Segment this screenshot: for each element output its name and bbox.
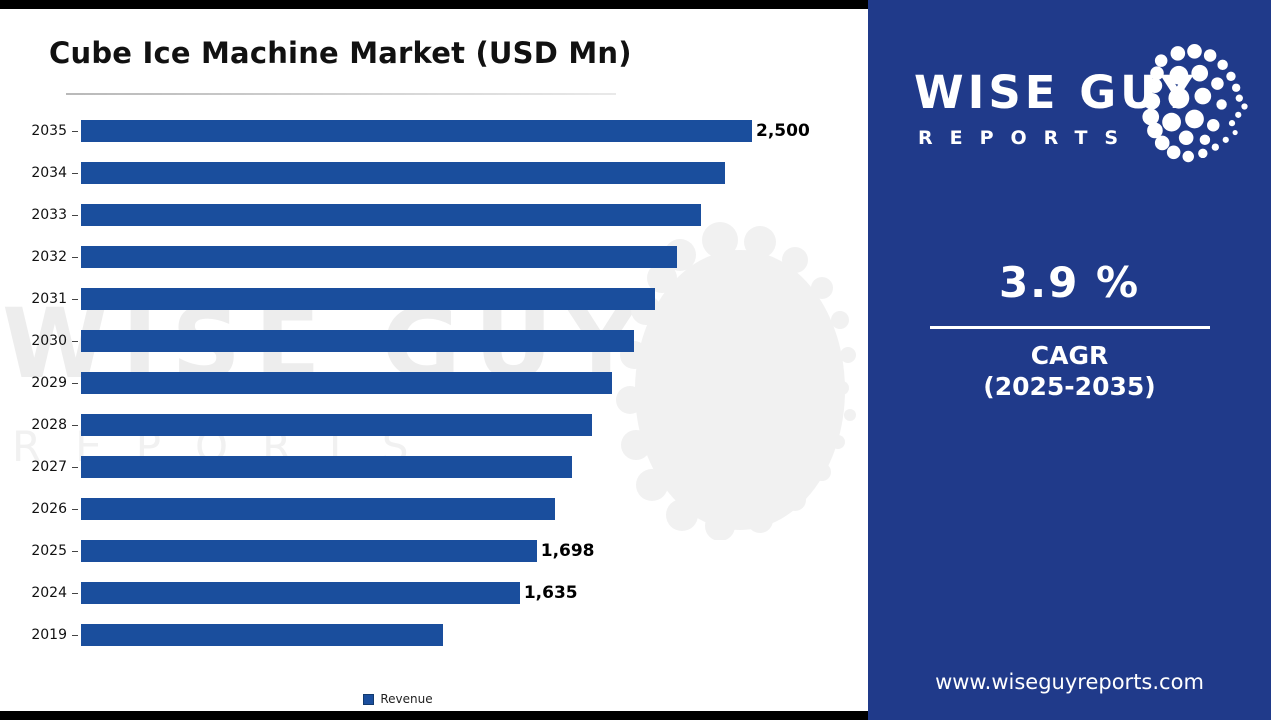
bar-track [81, 204, 752, 226]
bar-track [81, 414, 752, 436]
y-axis-label: 2027 [31, 459, 67, 475]
bar-track [81, 246, 752, 268]
bar-row: 2029 [0, 362, 868, 404]
bar-row: 2019 [0, 614, 868, 656]
bottom-border-bar [0, 711, 868, 720]
bar-value-label: 2,500 [756, 121, 810, 141]
revenue-bar-2029[interactable] [81, 372, 613, 394]
bar-row: 2026 [0, 488, 868, 530]
y-axis-label: 2030 [31, 333, 67, 349]
bar-track: 2,500 [81, 120, 810, 142]
bar-row: 2030 [0, 320, 868, 362]
y-axis-label: 2035 [31, 123, 67, 139]
y-axis-label: 2029 [31, 375, 67, 391]
bar-track: 1,635 [81, 582, 752, 604]
y-axis-tick [72, 424, 78, 426]
chart-title: Cube Ice Machine Market (USD Mn) [49, 36, 632, 70]
y-axis-tick [72, 172, 78, 174]
revenue-bar-2027[interactable] [81, 456, 573, 478]
bar-track [81, 330, 752, 352]
y-axis-label: 2031 [31, 291, 67, 307]
y-axis-tick [72, 214, 78, 216]
y-axis-label: 2034 [31, 165, 67, 181]
bar-row: 2024 1,635 [0, 572, 868, 614]
cagr-range: (2025-2035) [983, 372, 1156, 402]
logo-subtitle: REPORTS [918, 127, 1136, 149]
legend: Revenue [0, 692, 796, 706]
bar-track [81, 624, 752, 646]
y-axis-tick [72, 550, 78, 552]
y-axis-tick [72, 256, 78, 258]
legend-label-revenue: Revenue [380, 692, 433, 706]
revenue-bar-2034[interactable] [81, 162, 726, 184]
y-axis-tick [72, 592, 78, 594]
revenue-bar-2025[interactable] [81, 540, 537, 562]
bar-track [81, 456, 752, 478]
bar-row: 2035 2,500 [0, 110, 868, 152]
revenue-bar-2035[interactable] [81, 120, 752, 142]
bar-row: 2032 [0, 236, 868, 278]
logo-head-icon [1142, 44, 1248, 163]
revenue-bar-2019[interactable] [81, 624, 444, 646]
y-axis-label: 2026 [31, 501, 67, 517]
bar-row: 2031 [0, 278, 868, 320]
chart-section: Cube Ice Machine Market (USD Mn) WISE GU… [0, 0, 868, 720]
cagr-label: CAGR (2025-2035) [868, 340, 1271, 403]
y-axis-label: 2032 [31, 249, 67, 265]
cagr-value: 3.9 % [998, 258, 1141, 307]
y-axis-tick [72, 634, 78, 636]
revenue-bar-2033[interactable] [81, 204, 701, 226]
bar-track [81, 162, 752, 184]
revenue-bar-2032[interactable] [81, 246, 677, 268]
brand-panel: WISE GUY REPORTS 3.9 % CAGR ( [868, 0, 1271, 720]
y-axis-tick [72, 466, 78, 468]
bar-track [81, 372, 752, 394]
bar-track [81, 288, 752, 310]
revenue-bar-2030[interactable] [81, 330, 634, 352]
legend-swatch-revenue [363, 693, 375, 705]
y-axis-label: 2033 [31, 207, 67, 223]
bar-row: 2025 1,698 [0, 530, 868, 572]
bar-row: 2034 [0, 152, 868, 194]
y-axis-label: 2019 [31, 627, 67, 643]
y-axis-tick [72, 340, 78, 342]
cagr-title: CAGR [1030, 341, 1109, 370]
y-axis-tick [72, 298, 78, 300]
revenue-bar-2028[interactable] [81, 414, 593, 436]
bar-value-label: 1,635 [523, 583, 578, 603]
cagr-divider-line [930, 326, 1210, 329]
title-divider [66, 93, 616, 95]
y-axis-label: 2028 [31, 417, 67, 433]
y-axis-label: 2024 [31, 585, 67, 601]
bar-track [81, 498, 752, 520]
y-axis-tick [72, 130, 78, 132]
bar-chart: 2035 2,500 2034 2033 2032 2031 2030 2029 2028 202… [0, 110, 868, 656]
y-axis-tick [72, 508, 78, 510]
revenue-bar-2026[interactable] [81, 498, 555, 520]
bar-row: 2028 [0, 404, 868, 446]
y-axis-tick [72, 382, 78, 384]
y-axis-label: 2025 [31, 543, 67, 559]
website-link[interactable]: www.wiseguyreports.com [935, 670, 1204, 694]
bar-row: 2027 [0, 446, 868, 488]
bar-value-label: 1,698 [540, 541, 595, 561]
bar-rows: 2035 2,500 2034 2033 2032 2031 2030 2029 2028 202… [0, 110, 868, 656]
revenue-bar-2031[interactable] [81, 288, 656, 310]
revenue-bar-2024[interactable] [81, 582, 520, 604]
bar-row: 2033 [0, 194, 868, 236]
top-border-bar [0, 0, 868, 9]
bar-track: 1,698 [81, 540, 752, 562]
